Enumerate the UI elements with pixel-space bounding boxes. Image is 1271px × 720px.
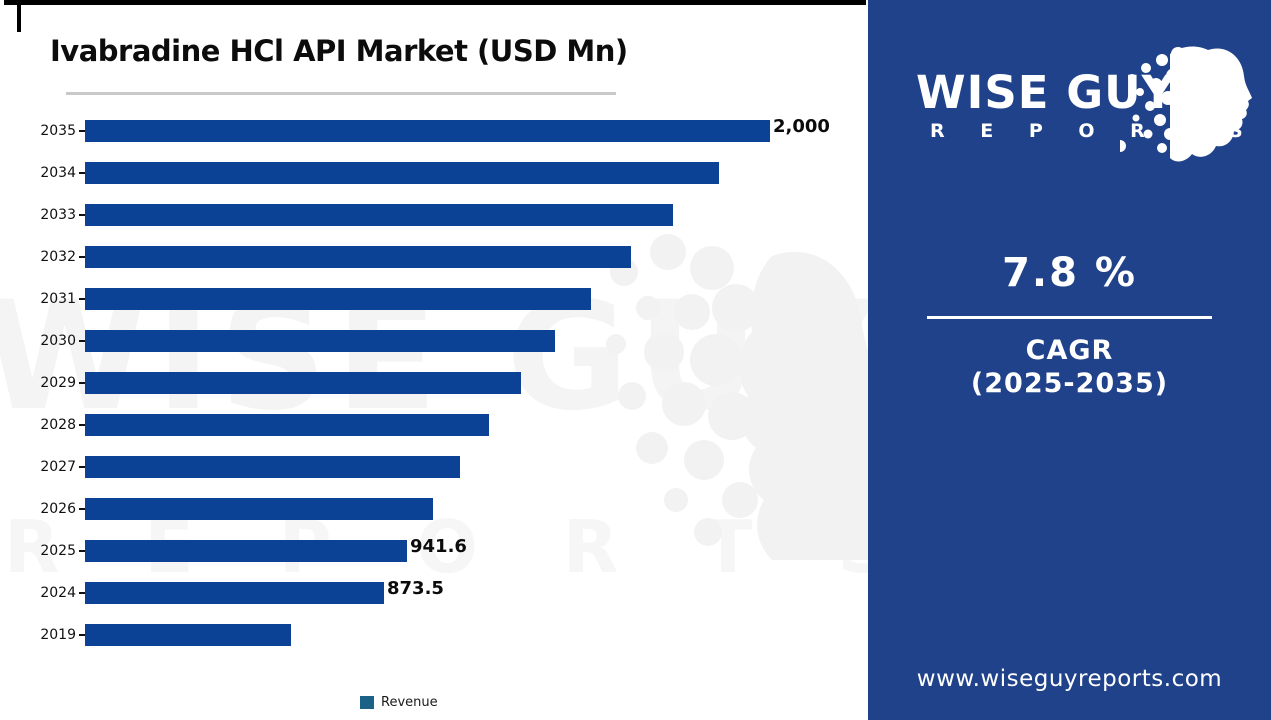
bar-row: 2029 [0, 362, 868, 404]
bar-row: 2019 [0, 614, 868, 656]
bar-value-label-2025: 941.6 [410, 536, 467, 557]
y-axis-tick [79, 592, 85, 594]
bar-row: 2025 941.6 [0, 530, 868, 572]
y-axis-label-2031: 2031 [40, 291, 76, 307]
revenue-bar-2028 [85, 414, 489, 436]
bar-row: 2024 873.5 [0, 572, 868, 614]
bar-row: 2026 [0, 488, 868, 530]
legend-label-revenue: Revenue [381, 694, 438, 710]
logo-head-icon [1120, 46, 1252, 162]
legend-marker-revenue [360, 695, 374, 709]
y-axis-label-2019: 2019 [40, 627, 76, 643]
y-axis-tick [79, 550, 85, 552]
bar-row: 2030 [0, 320, 868, 362]
y-axis-label-2033: 2033 [40, 207, 76, 223]
cagr-block: 7.8 % CAGR (2025-2035) [868, 250, 1271, 399]
y-axis-tick [79, 634, 85, 636]
bar-row: 2027 [0, 446, 868, 488]
cagr-label: CAGR [1025, 335, 1114, 366]
y-axis-tick [79, 382, 85, 384]
legend: Revenue [360, 692, 438, 712]
y-axis-label-2027: 2027 [40, 459, 76, 475]
y-axis-tick [79, 130, 85, 132]
revenue-bar-2026 [85, 498, 433, 520]
wise-guy-logo: WISE GUY R E P O R T S [868, 40, 1271, 170]
cagr-value: 7.8 % [1002, 250, 1137, 296]
y-axis-tick [79, 466, 85, 468]
y-axis-tick [79, 256, 85, 258]
bar-row: 2032 [0, 236, 868, 278]
revenue-bar-2032 [85, 246, 631, 268]
y-axis-label-2028: 2028 [40, 417, 76, 433]
y-axis-tick [79, 424, 85, 426]
y-axis-label-2032: 2032 [40, 249, 76, 265]
website-url: www.wiseguyreports.com [916, 666, 1223, 692]
bar-row: 2035 2,000 [0, 110, 868, 152]
y-axis-label-2026: 2026 [40, 501, 76, 517]
bar-row: 2028 [0, 404, 868, 446]
bar-row: 2031 [0, 278, 868, 320]
bar-value-label-2024: 873.5 [387, 578, 444, 599]
y-axis-label-2030: 2030 [40, 333, 76, 349]
bar-row: 2033 [0, 194, 868, 236]
revenue-bar-2031 [85, 288, 591, 310]
revenue-bar-2019 [85, 624, 291, 646]
y-axis-tick [79, 214, 85, 216]
top-border-strip [4, 0, 866, 5]
revenue-bar-2029 [85, 372, 521, 394]
y-axis-tick [79, 172, 85, 174]
title-underline [66, 92, 616, 95]
revenue-bar-2035 [85, 120, 770, 142]
left-border-stub [17, 4, 21, 32]
y-axis-label-2024: 2024 [40, 585, 76, 601]
cagr-divider [927, 316, 1212, 319]
revenue-bar-2033 [85, 204, 673, 226]
revenue-bar-2025 [85, 540, 407, 562]
revenue-bar-2030 [85, 330, 555, 352]
revenue-bar-2027 [85, 456, 460, 478]
y-axis-label-2025: 2025 [40, 543, 76, 559]
plot-area: 2035 2,000 2034 2033 2032 2031 2030 2029 2028 202… [0, 110, 868, 656]
y-axis-label-2034: 2034 [40, 165, 76, 181]
revenue-bar-2024 [85, 582, 384, 604]
y-axis-tick [79, 508, 85, 510]
y-axis-tick [79, 298, 85, 300]
bar-value-label-2035: 2,000 [773, 116, 830, 137]
bar-row: 2034 [0, 152, 868, 194]
revenue-bar-2034 [85, 162, 719, 184]
sidebar: WISE GUY R E P O R T S 7.8 % CAGR (2025-… [868, 0, 1271, 720]
y-axis-label-2035: 2035 [40, 123, 76, 139]
chart-title: Ivabradine HCl API Market (USD Mn) [50, 34, 628, 68]
logo-text-reports: R E P O R T S [930, 120, 1258, 142]
y-axis-tick [79, 340, 85, 342]
y-axis-label-2029: 2029 [40, 375, 76, 391]
cagr-period: (2025-2035) [970, 368, 1169, 399]
